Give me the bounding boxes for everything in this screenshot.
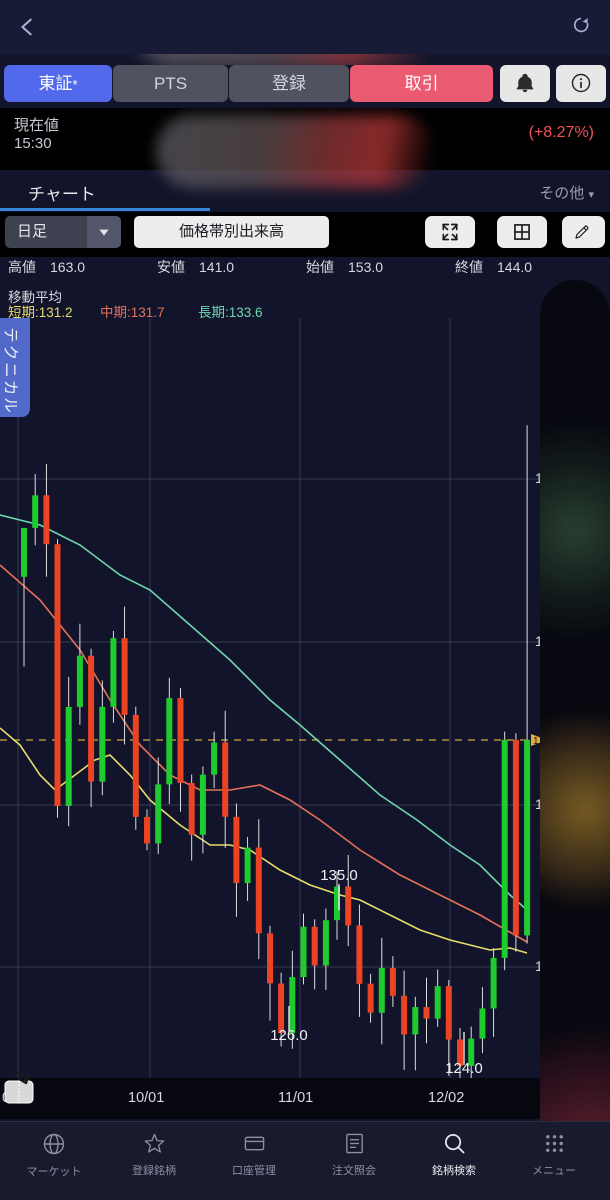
svg-text:1: 1 [533, 736, 539, 747]
svg-text:135.0: 135.0 [320, 867, 358, 884]
